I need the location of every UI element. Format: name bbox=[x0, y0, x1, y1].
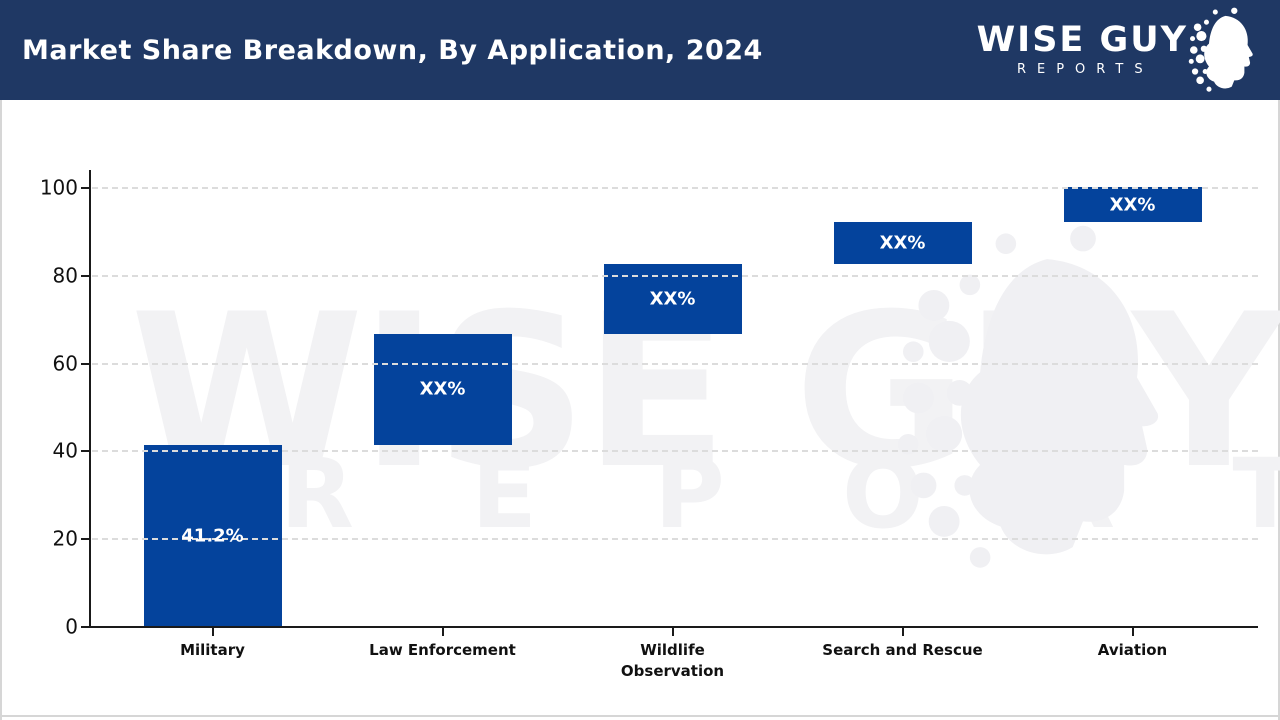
gridline bbox=[92, 362, 1258, 365]
brand-logo-text: WISE GUY REPORTS bbox=[976, 20, 1188, 78]
watermark-head-icon bbox=[897, 225, 1159, 568]
x-tick-label: Law Enforcement bbox=[369, 641, 516, 659]
bar-aviation bbox=[1063, 187, 1202, 223]
gridline bbox=[92, 187, 1258, 189]
x-tick-mark bbox=[901, 628, 904, 636]
y-tick-mark bbox=[81, 538, 89, 541]
x-tick-label: Military bbox=[180, 641, 245, 659]
header-bar: Market Share Breakdown, By Application, … bbox=[0, 0, 1280, 100]
brand-logo-line1: WISE GUY bbox=[976, 20, 1188, 60]
gridline bbox=[92, 450, 1258, 453]
x-tick-label: Aviation bbox=[1097, 641, 1168, 659]
brand-logo-line2: REPORTS bbox=[1016, 62, 1154, 77]
bar-value-label: XX% bbox=[879, 232, 926, 254]
x-axis-line bbox=[89, 626, 1258, 628]
bar-search-and-rescue bbox=[833, 222, 972, 264]
waterfall-plot: 41.2% XX% XX% XX% XX% 0 20 40 60 80 100 Military Law… bbox=[2, 100, 1278, 720]
y-tick-label: 40 bbox=[52, 438, 78, 463]
y-tick-label: 100 bbox=[39, 175, 78, 200]
y-tick-mark bbox=[81, 362, 89, 365]
x-tick-label: Search and Rescue bbox=[822, 641, 983, 659]
gridline bbox=[92, 274, 1258, 277]
bar-value-label: 41.2% bbox=[181, 525, 244, 547]
x-tick-mark bbox=[671, 628, 674, 636]
page-title: Market Share Breakdown, By Application, … bbox=[22, 34, 763, 66]
brand-logo: WISE GUY REPORTS bbox=[977, 7, 1258, 93]
y-tick-label: 60 bbox=[52, 351, 78, 376]
x-tick-mark bbox=[441, 628, 444, 636]
bar-law-enforcement bbox=[373, 333, 512, 446]
y-axis-line bbox=[89, 170, 91, 628]
x-tick-mark bbox=[211, 628, 214, 636]
y-tick-mark bbox=[81, 274, 89, 277]
y-tick-label: 80 bbox=[52, 263, 78, 288]
gridline bbox=[92, 538, 1258, 541]
x-tick-mark bbox=[1131, 628, 1134, 636]
bar-value-label: XX% bbox=[419, 378, 466, 400]
bar-value-label: XX% bbox=[649, 288, 696, 310]
y-tick-label: 0 bbox=[65, 614, 78, 639]
bottom-divider bbox=[2, 715, 1278, 717]
y-tick-mark bbox=[81, 626, 89, 628]
bar-value-label: XX% bbox=[1109, 194, 1156, 216]
y-tick-label: 20 bbox=[52, 526, 78, 551]
y-tick-mark bbox=[81, 450, 89, 453]
y-tick-mark bbox=[81, 187, 89, 189]
bar-military bbox=[143, 445, 282, 626]
chart-area: WISE GUY R E P O R T S 41.2%XX%XX%XX%XX%… bbox=[0, 100, 1280, 720]
brand-head-icon bbox=[1188, 7, 1253, 92]
x-tick-label: Wildlife Observation bbox=[620, 641, 725, 680]
